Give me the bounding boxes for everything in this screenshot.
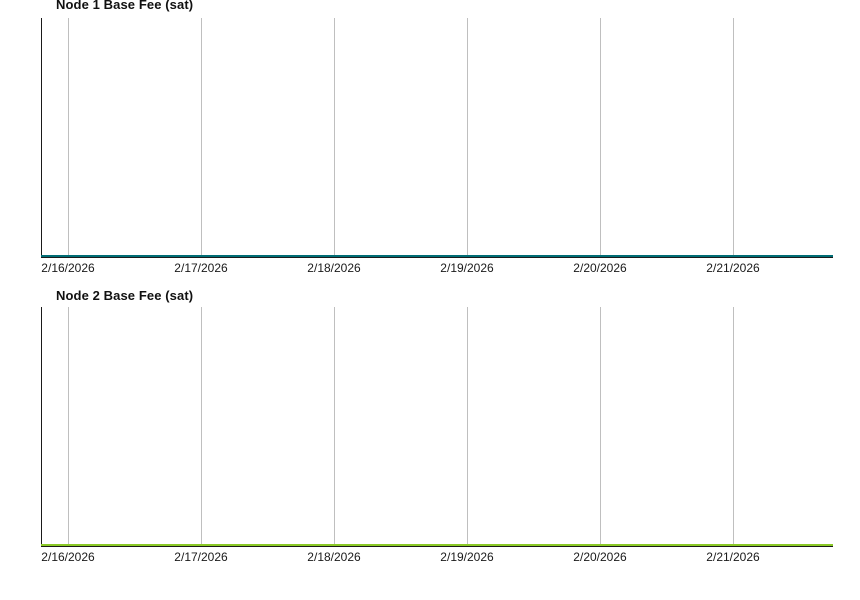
x-tick-label: 2/16/2026 [41,261,95,275]
gridline-node-1-2 [334,18,335,258]
chart-title-node-1: Node 1 Base Fee (sat) [56,0,194,12]
chart-title-node-2: Node 2 Base Fee (sat) [56,288,194,303]
gridline-node-2-3 [467,307,468,547]
plot-area-node-2 [41,307,833,547]
x-tick-label: 2/19/2026 [440,550,494,564]
gridline-node-1-0 [68,18,69,258]
x-tick-label: 2/18/2026 [307,261,361,275]
x-tick-labels-node-2: 2/16/2026 2/17/2026 2/18/2026 2/19/2026 … [0,549,860,567]
x-tick-label: 2/18/2026 [307,550,361,564]
y-axis-node-1 [41,18,42,258]
x-tick-label: 2/20/2026 [573,261,627,275]
chart-panel-node-2: Node 2 Base Fee (sat) 2/16/2026 2/17/202… [0,288,860,576]
x-tick-label: 2/21/2026 [706,550,760,564]
x-tick-labels-node-1: 2/16/2026 2/17/2026 2/18/2026 2/19/2026 … [0,260,860,278]
gridline-node-2-0 [68,307,69,547]
gridline-node-2-2 [334,307,335,547]
y-axis-node-2 [41,307,42,547]
x-tick-label: 2/19/2026 [440,261,494,275]
series-line-node-2 [41,544,833,546]
x-axis-node-2 [41,546,833,547]
x-tick-label: 2/17/2026 [174,550,228,564]
x-tick-label: 2/17/2026 [174,261,228,275]
x-tick-label: 2/20/2026 [573,550,627,564]
gridline-node-1-1 [201,18,202,258]
gridline-node-1-4 [600,18,601,258]
chart-panel-node-1: Node 1 Base Fee (sat) 2/16/2026 2/17/202… [0,0,860,288]
series-line-node-1 [41,255,833,257]
x-axis-node-1 [41,257,833,258]
gridline-node-2-4 [600,307,601,547]
x-tick-label: 2/21/2026 [706,261,760,275]
plot-area-node-1 [41,18,833,258]
x-tick-label: 2/16/2026 [41,550,95,564]
gridline-node-2-5 [733,307,734,547]
gridline-node-1-3 [467,18,468,258]
gridline-node-1-5 [733,18,734,258]
gridline-node-2-1 [201,307,202,547]
